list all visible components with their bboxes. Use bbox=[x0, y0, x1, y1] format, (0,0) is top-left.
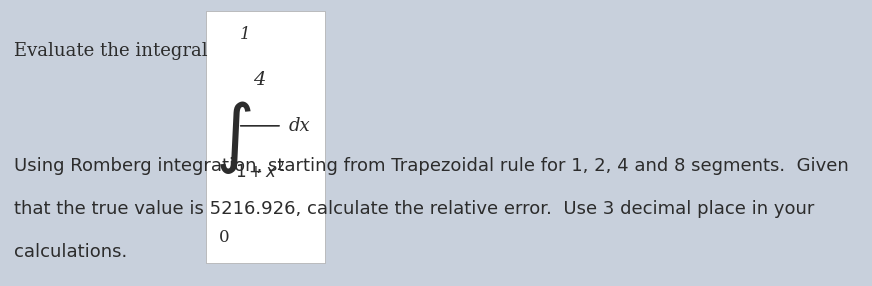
Text: Evaluate the integral: Evaluate the integral bbox=[14, 43, 208, 60]
Text: Using Romberg integration, starting from Trapezoidal rule for 1, 2, 4 and 8 segm: Using Romberg integration, starting from… bbox=[14, 157, 848, 175]
Text: $\int$: $\int$ bbox=[215, 99, 251, 176]
Text: $1+x^2$: $1+x^2$ bbox=[235, 162, 284, 182]
Text: that the true value is 5216.926, calculate the relative error.  Use 3 decimal pl: that the true value is 5216.926, calcula… bbox=[14, 200, 814, 218]
Text: 1: 1 bbox=[240, 26, 250, 43]
Text: 0: 0 bbox=[219, 229, 229, 246]
Text: calculations.: calculations. bbox=[14, 243, 127, 261]
Text: 4: 4 bbox=[254, 71, 266, 89]
Text: dx: dx bbox=[289, 117, 310, 135]
FancyBboxPatch shape bbox=[207, 11, 325, 263]
